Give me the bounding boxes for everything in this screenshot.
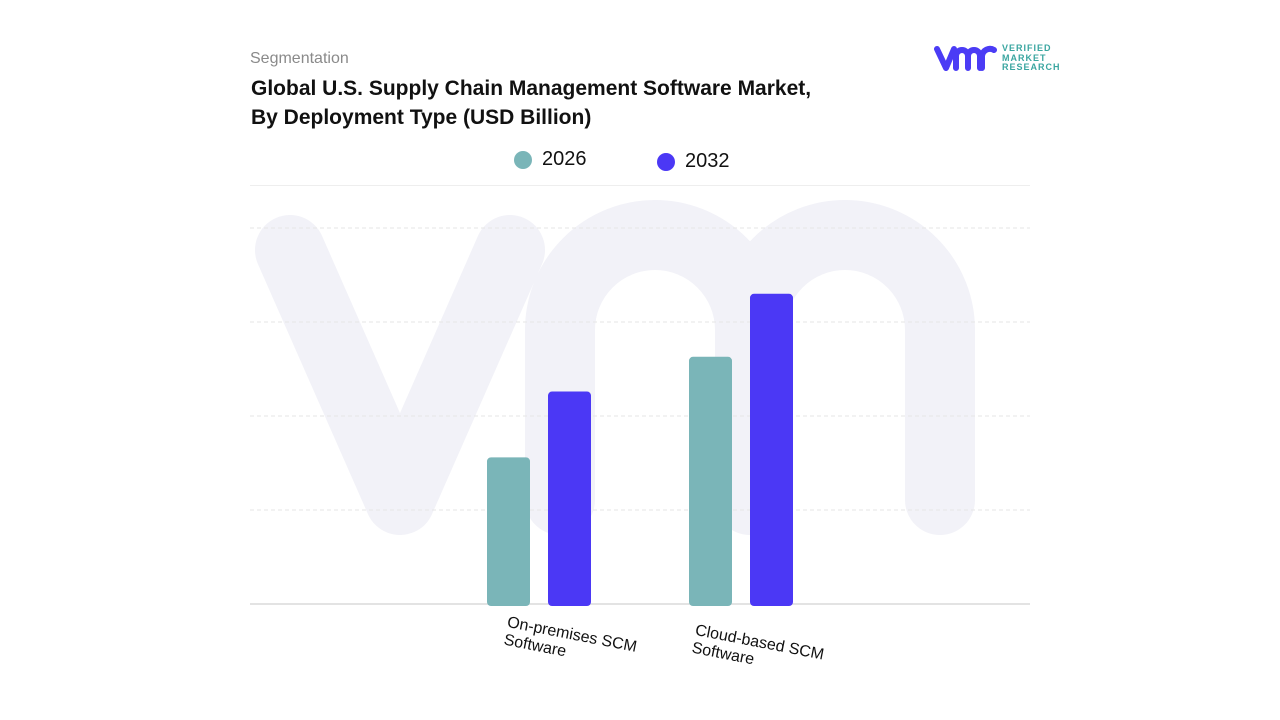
logo-text: VERIFIED MARKET RESEARCH (1002, 43, 1061, 72)
watermark-logo (255, 200, 975, 535)
chart-title: Global U.S. Supply Chain Management Soft… (251, 74, 811, 132)
segment-label: Segmentation (250, 50, 349, 67)
vmr-logo-mark-icon (934, 46, 997, 72)
legend-swatch-2032 (657, 152, 675, 171)
bar-2032-cloud-based (750, 293, 793, 606)
legend-item-2026: 2026 (514, 148, 587, 171)
title-line-1: Global U.S. Supply Chain Management Soft… (251, 77, 812, 100)
bar-2026-on-premises (487, 457, 530, 606)
bar-2032-on-premises (548, 391, 591, 606)
bar-2026-cloud-based (689, 356, 732, 606)
legend-item-2032: 2032 (657, 150, 730, 173)
vmr-logo: VERIFIED MARKET RESEARCH (934, 43, 1061, 73)
title-line-2: By Deployment Type (USD Billion) (251, 106, 592, 129)
legend-swatch-2026 (514, 150, 532, 169)
legend: 2026 2032 (0, 148, 1280, 174)
legend-divider (250, 185, 1030, 186)
